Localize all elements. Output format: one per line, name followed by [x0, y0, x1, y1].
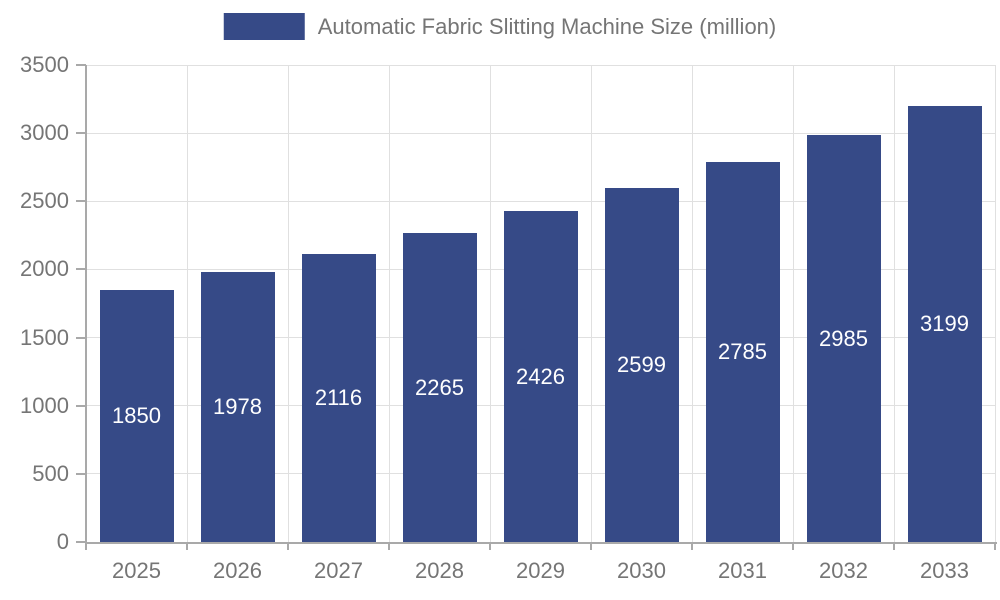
y-axis-tick	[76, 268, 86, 271]
x-tick-label: 2030	[617, 558, 666, 583]
bar-value-label: 1850	[112, 402, 161, 428]
bar[interactable]	[301, 253, 376, 542]
x-axis-tick	[186, 542, 188, 550]
gridline-vertical	[489, 65, 491, 542]
bar-value-label: 2985	[819, 325, 868, 351]
bar-value-label: 2426	[516, 363, 565, 389]
bar-value-label: 1978	[213, 394, 262, 420]
bar[interactable]	[604, 187, 679, 542]
x-axis-tick	[287, 542, 289, 550]
bar-value-label: 2599	[617, 351, 666, 377]
y-axis-tick	[76, 404, 86, 407]
legend-swatch-icon[interactable]	[223, 13, 305, 40]
bar[interactable]	[402, 233, 477, 542]
bar[interactable]	[200, 272, 275, 542]
x-tick-label: 2025	[112, 558, 161, 583]
x-axis-line	[85, 542, 997, 544]
y-axis-line	[85, 65, 87, 544]
gridline-horizontal	[86, 64, 995, 66]
x-axis-tick	[489, 542, 491, 550]
bar[interactable]	[907, 106, 982, 542]
bar[interactable]	[503, 211, 578, 542]
y-tick-label: 2000	[20, 256, 69, 282]
y-tick-label: 0	[56, 529, 69, 554]
bar[interactable]	[806, 135, 881, 542]
y-tick-label: 500	[32, 460, 69, 486]
x-axis-tick	[691, 542, 693, 550]
y-tick-label: 3500	[20, 52, 69, 77]
gridline-vertical	[287, 65, 289, 542]
x-tick-label: 2032	[819, 558, 868, 583]
gridline-horizontal	[86, 132, 995, 134]
x-axis-tick	[792, 542, 794, 550]
gridline-vertical	[893, 65, 895, 542]
x-tick-label: 2027	[314, 558, 363, 583]
y-tick-label: 3000	[20, 120, 69, 146]
x-axis-tick	[994, 542, 996, 550]
y-tick-label: 2500	[20, 188, 69, 214]
bar-value-label: 3199	[920, 311, 969, 336]
bar[interactable]	[705, 162, 780, 542]
gridline-vertical	[590, 65, 592, 542]
x-axis-tick	[85, 542, 87, 550]
y-tick-label: 1500	[20, 324, 69, 350]
x-tick-label: 2026	[213, 558, 262, 583]
y-axis-tick	[76, 472, 86, 475]
gridline-vertical	[691, 65, 693, 542]
bar-value-label: 2265	[415, 374, 464, 400]
bar-value-label: 2785	[718, 339, 767, 365]
y-axis-tick	[76, 541, 86, 543]
x-tick-label: 2031	[718, 558, 767, 583]
x-axis-tick	[388, 542, 390, 550]
gridline-vertical	[186, 65, 188, 542]
legend[interactable]: Automatic Fabric Slitting Machine Size (…	[223, 13, 777, 40]
y-axis-tick	[76, 132, 86, 135]
bar[interactable]	[99, 289, 174, 542]
bar-value-label: 2116	[314, 384, 363, 410]
x-tick-label: 2029	[516, 558, 565, 583]
y-axis-tick	[76, 64, 86, 66]
y-tick-label: 1000	[20, 392, 69, 418]
x-axis-tick	[590, 542, 592, 550]
y-axis-tick	[76, 200, 86, 203]
gridline-horizontal	[86, 200, 995, 202]
x-tick-label: 2028	[415, 558, 464, 583]
gridline-vertical	[994, 65, 996, 542]
gridline-vertical	[388, 65, 390, 542]
gridline-vertical	[792, 65, 794, 542]
x-axis-tick	[893, 542, 895, 550]
y-axis-tick	[76, 336, 86, 339]
x-tick-label: 2033	[920, 558, 969, 583]
legend-label[interactable]: Automatic Fabric Slitting Machine Size (…	[317, 13, 777, 39]
